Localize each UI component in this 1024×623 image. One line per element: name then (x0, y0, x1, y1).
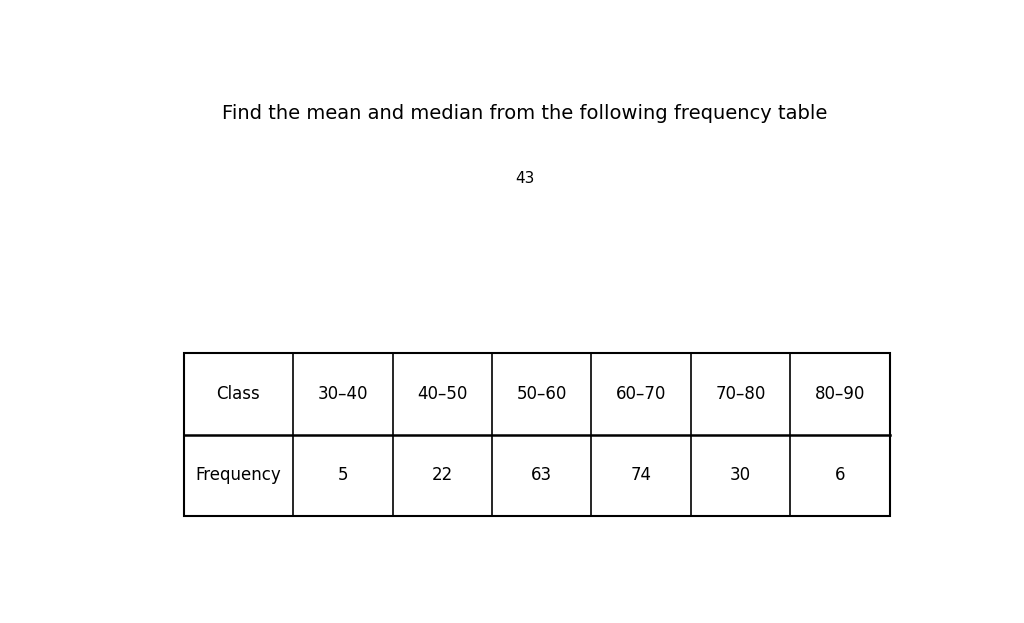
Text: 6: 6 (835, 467, 846, 484)
Text: Frequency: Frequency (196, 467, 282, 484)
Text: 22: 22 (431, 467, 453, 484)
Text: 43: 43 (515, 171, 535, 186)
Text: 5: 5 (338, 467, 348, 484)
Text: 30: 30 (730, 467, 752, 484)
Text: 30–40: 30–40 (317, 385, 368, 402)
Text: 70–80: 70–80 (716, 385, 766, 402)
Text: Find the mean and median from the following frequency table: Find the mean and median from the follow… (222, 103, 827, 123)
Text: 80–90: 80–90 (815, 385, 865, 402)
Text: 74: 74 (631, 467, 651, 484)
Text: Class: Class (216, 385, 260, 402)
Text: 40–50: 40–50 (417, 385, 467, 402)
Text: 50–60: 50–60 (516, 385, 567, 402)
Text: 63: 63 (531, 467, 552, 484)
Text: 60–70: 60–70 (616, 385, 667, 402)
